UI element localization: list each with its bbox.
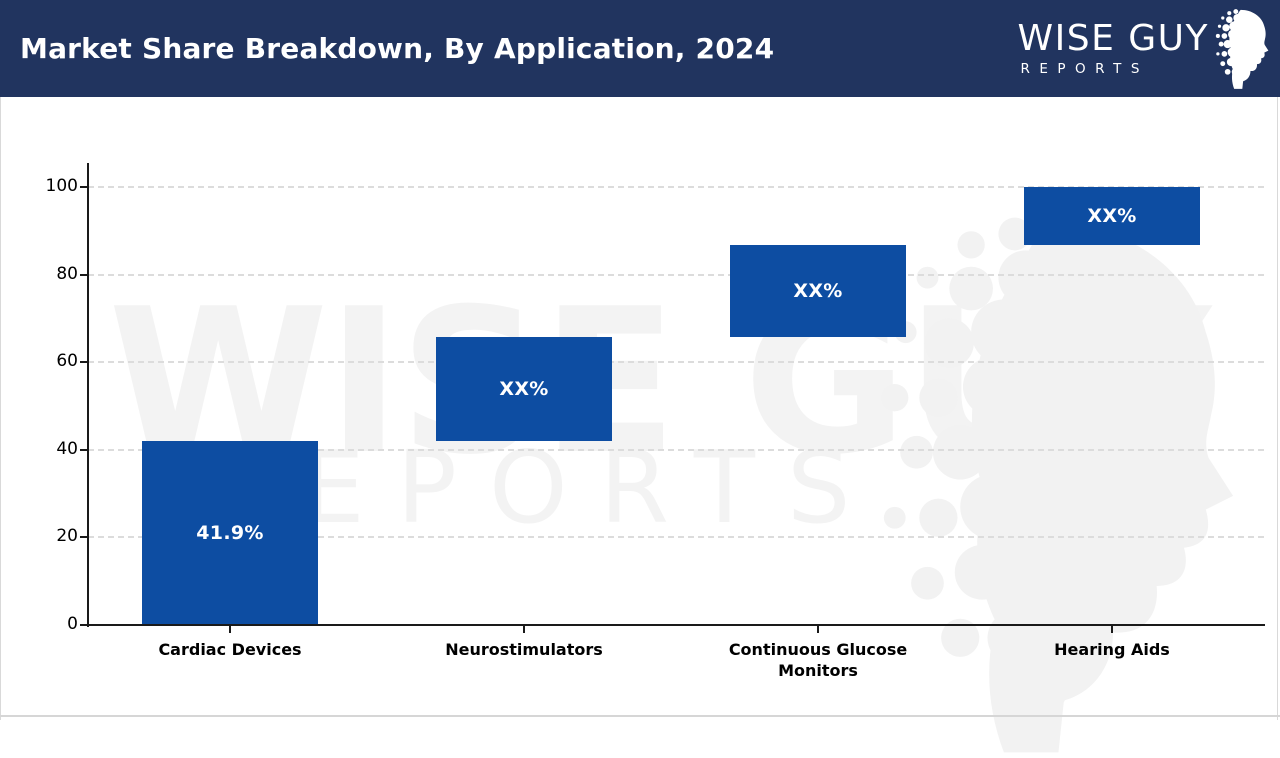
bar: XX% <box>1024 187 1200 245</box>
x-axis-line <box>87 624 1265 626</box>
y-axis-tick <box>80 624 88 626</box>
x-axis-tick <box>523 625 525 633</box>
brand-reports: REPORTS <box>1020 60 1149 77</box>
x-axis-tick <box>817 625 819 633</box>
y-tick-label: 60 <box>56 351 78 372</box>
x-category-label: Hearing Aids <box>1054 640 1170 659</box>
brand-wordmark: WISE GUY REPORTS <box>1017 17 1210 77</box>
page-title: Market Share Breakdown, By Application, … <box>20 32 775 65</box>
bar-value-label: XX% <box>1087 204 1137 227</box>
bar-value-label: XX% <box>499 378 549 401</box>
y-tick-label: 20 <box>56 526 78 547</box>
x-axis-tick <box>1111 625 1113 633</box>
brand-name: WISE GUY <box>1017 17 1209 59</box>
watermark-head-icon <box>881 217 1234 753</box>
y-axis-tick <box>80 186 88 188</box>
y-axis-tick <box>80 448 88 451</box>
y-tick-label: 100 <box>45 176 78 196</box>
bar: XX% <box>436 336 612 442</box>
y-axis-line <box>87 163 89 627</box>
y-axis-tick <box>80 536 88 539</box>
x-category-label: Neurostimulators <box>445 640 603 659</box>
x-axis-tick <box>229 625 231 633</box>
bar-value-label: XX% <box>793 279 843 302</box>
gridline <box>88 536 1264 539</box>
gridline <box>88 448 1264 451</box>
y-tick-label: 80 <box>56 263 78 284</box>
bottom-divider <box>0 715 1280 717</box>
wiseguy-head-icon <box>1215 8 1269 89</box>
header: Market Share Breakdown, By Application, … <box>0 0 1280 97</box>
x-category-label: Cardiac Devices <box>158 640 302 659</box>
bar: XX% <box>730 244 906 337</box>
y-axis-tick <box>80 273 88 276</box>
gridline <box>88 186 1264 188</box>
gridline <box>88 361 1264 364</box>
bar-value-label: 41.9% <box>196 522 264 545</box>
y-axis-tick <box>80 361 88 364</box>
bar: 41.9% <box>142 441 318 625</box>
x-category-label: Continuous Glucose Monitors <box>728 640 908 680</box>
brand-logo: WISE GUY REPORTS <box>1018 6 1271 92</box>
y-tick-label: 0 <box>67 614 78 634</box>
y-tick-label: 40 <box>56 438 78 459</box>
gridline <box>88 273 1264 276</box>
